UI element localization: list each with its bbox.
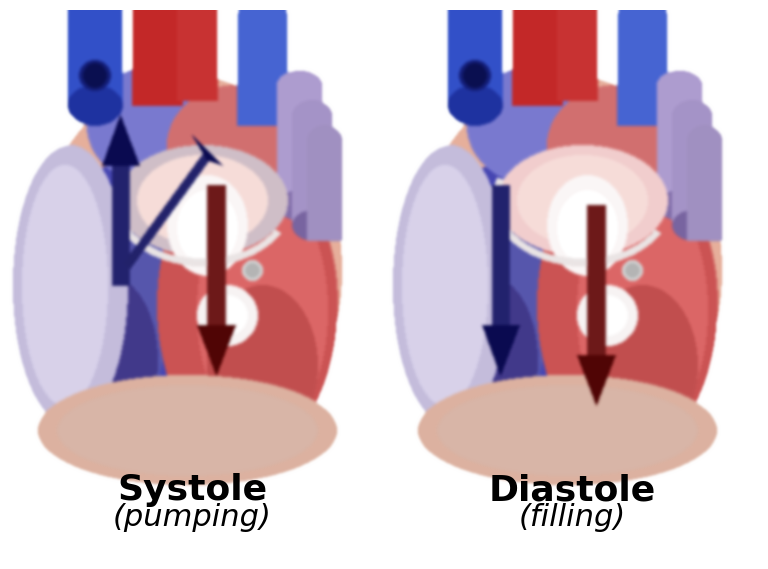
Text: Diastole: Diastole: [488, 473, 656, 507]
Text: (pumping): (pumping): [113, 504, 271, 533]
Text: Systole: Systole: [117, 473, 267, 507]
Text: (filling): (filling): [518, 504, 626, 533]
